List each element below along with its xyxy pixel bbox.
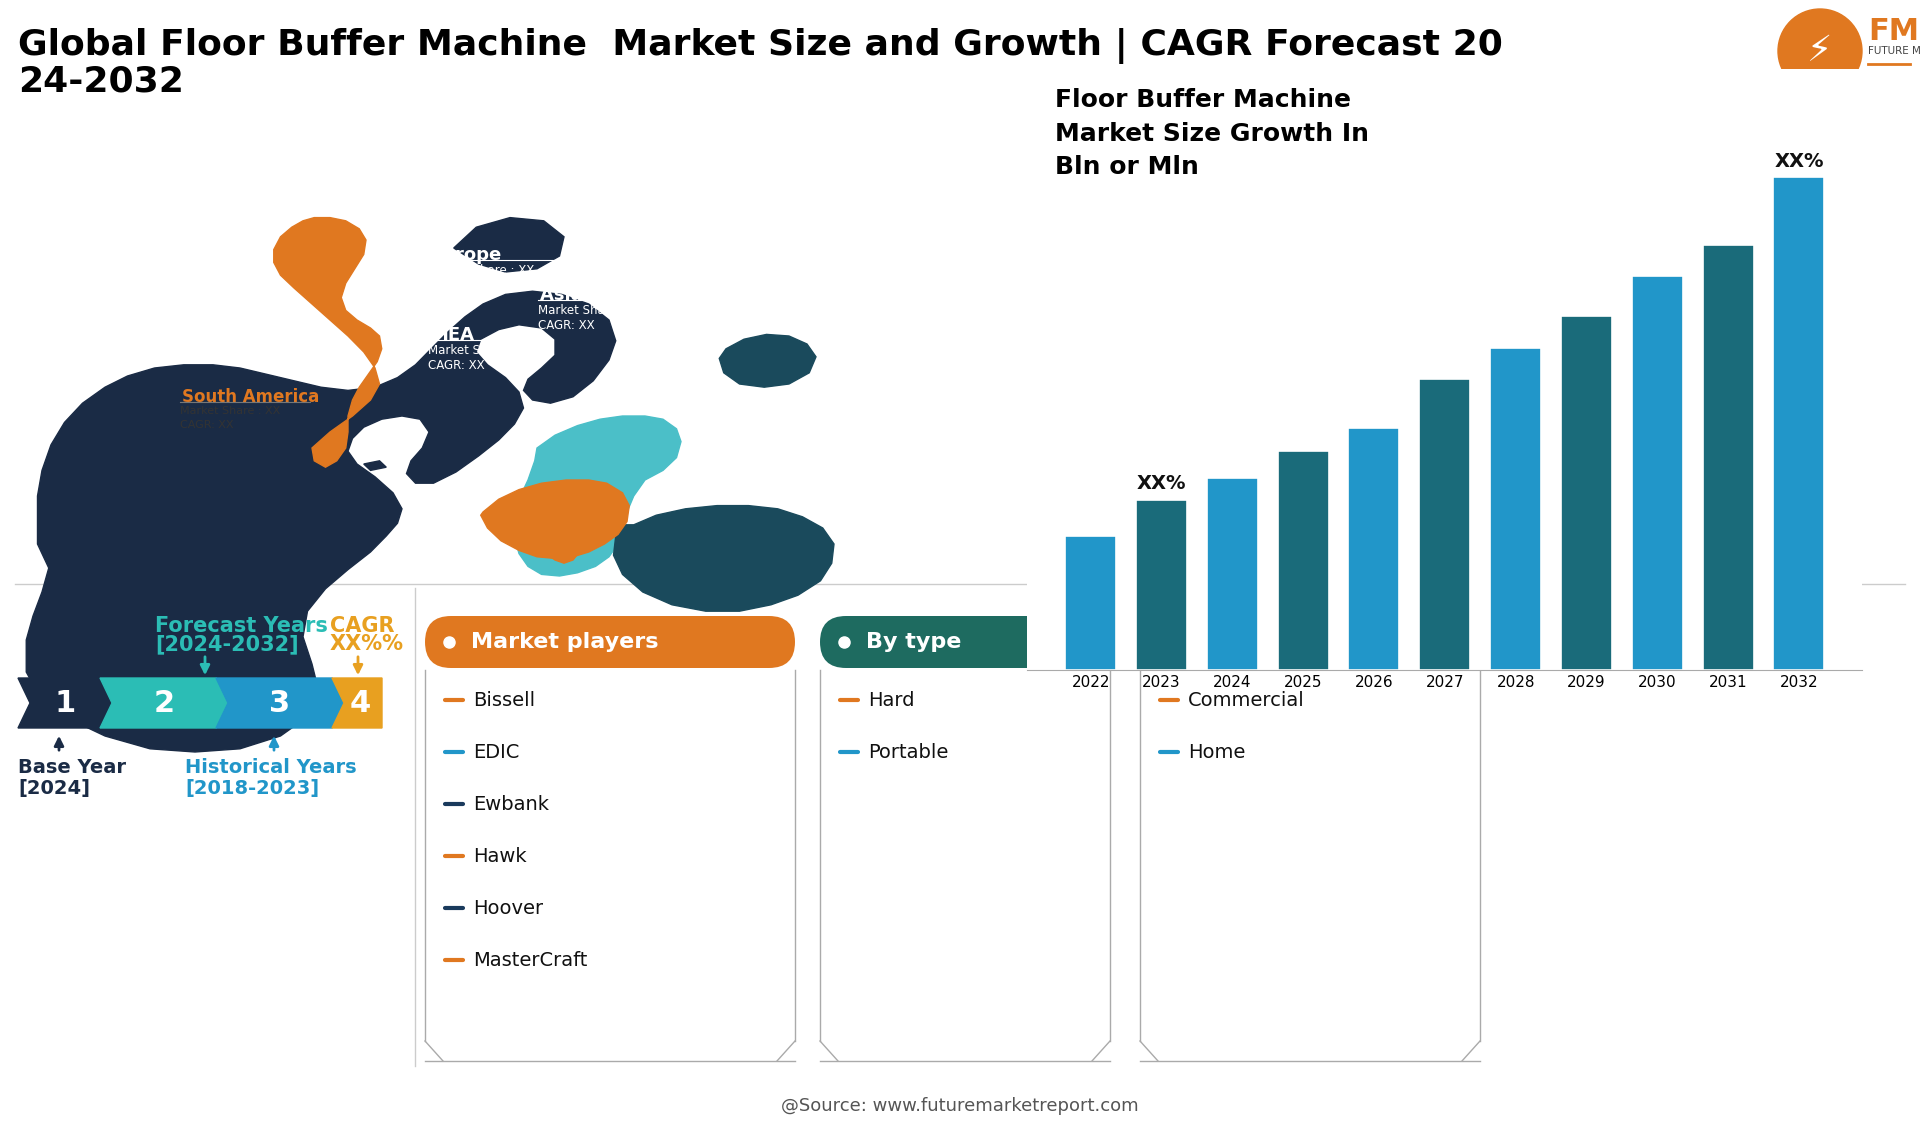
Polygon shape	[275, 218, 382, 468]
Text: Europe: Europe	[430, 246, 501, 264]
Text: Global Floor Buffer Machine  Market Size and Growth | CAGR Forecast 20: Global Floor Buffer Machine Market Size …	[17, 28, 1503, 64]
Polygon shape	[453, 218, 564, 272]
Text: CAGR: XX: CAGR: XX	[538, 319, 595, 332]
Polygon shape	[215, 678, 344, 728]
Bar	[1561, 316, 1613, 670]
Text: Market Share : XX: Market Share : XX	[538, 304, 645, 317]
Text: By type: By type	[866, 631, 962, 652]
Text: Floor Buffer Machine
Market Size Growth In
Bln or Mln: Floor Buffer Machine Market Size Growth …	[1056, 88, 1369, 180]
Text: Forecast Years: Forecast Years	[156, 617, 328, 636]
Text: [2024-2032]: [2024-2032]	[156, 634, 300, 654]
Text: [2024]: [2024]	[17, 779, 90, 798]
Text: Hard: Hard	[868, 691, 914, 709]
FancyBboxPatch shape	[820, 617, 1110, 668]
Text: 24-2032: 24-2032	[17, 64, 184, 99]
Text: Hoover: Hoover	[472, 898, 543, 918]
Bar	[1703, 244, 1753, 670]
Text: Base Year: Base Year	[17, 758, 127, 777]
Text: 1: 1	[54, 689, 75, 717]
Text: Commercial: Commercial	[1188, 691, 1306, 709]
Polygon shape	[100, 678, 228, 728]
Bar	[1632, 276, 1682, 670]
Text: XX%: XX%	[1774, 151, 1824, 171]
Text: Historical Years: Historical Years	[184, 758, 357, 777]
Text: CAGR: XX: CAGR: XX	[180, 419, 234, 430]
Text: Market players: Market players	[470, 631, 659, 652]
Text: Bissell: Bissell	[472, 691, 536, 709]
Text: 2: 2	[154, 689, 175, 717]
Polygon shape	[332, 678, 382, 728]
Polygon shape	[515, 416, 682, 576]
Text: [2018-2023]: [2018-2023]	[184, 779, 319, 798]
FancyBboxPatch shape	[424, 617, 795, 668]
Text: Asia Pacific: Asia Pacific	[540, 286, 655, 304]
Text: FMR: FMR	[1868, 16, 1920, 46]
Text: MEA: MEA	[430, 325, 474, 344]
Text: Market Share : XX: Market Share : XX	[98, 288, 204, 301]
Bar	[1277, 450, 1329, 670]
Bar	[1208, 478, 1258, 670]
Text: CAGR: XX: CAGR: XX	[428, 359, 484, 372]
Polygon shape	[480, 480, 630, 558]
Bar	[1419, 379, 1471, 670]
Bar	[1066, 536, 1116, 670]
FancyBboxPatch shape	[1140, 617, 1480, 668]
Text: ⚡: ⚡	[1807, 34, 1834, 68]
Text: Ewbank: Ewbank	[472, 794, 549, 814]
Text: 3: 3	[269, 689, 290, 717]
Text: Home: Home	[1188, 743, 1246, 761]
Text: @Source: www.futuremarketreport.com: @Source: www.futuremarketreport.com	[781, 1097, 1139, 1115]
Text: South America: South America	[182, 388, 319, 406]
Circle shape	[1778, 9, 1862, 93]
Text: Hawk: Hawk	[472, 847, 526, 865]
Polygon shape	[27, 291, 616, 752]
Text: CAGR: CAGR	[330, 617, 394, 636]
Text: XX%%: XX%%	[330, 634, 403, 654]
Text: FUTURE MARKET REPORT: FUTURE MARKET REPORT	[1868, 46, 1920, 56]
Text: Market Share : XX: Market Share : XX	[428, 264, 534, 277]
Polygon shape	[17, 678, 111, 728]
Text: CAGR: XX: CAGR: XX	[428, 278, 484, 292]
Bar	[1774, 178, 1824, 670]
Text: North
America: North America	[100, 256, 182, 293]
Text: 4: 4	[349, 689, 371, 717]
Text: EDIC: EDIC	[472, 743, 520, 761]
Text: Portable: Portable	[868, 743, 948, 761]
Polygon shape	[363, 461, 386, 470]
Text: CAGR: XX: CAGR: XX	[98, 303, 156, 316]
Polygon shape	[520, 517, 582, 563]
Text: Market Share : XX: Market Share : XX	[180, 406, 280, 416]
Text: Market Share : XX: Market Share : XX	[428, 344, 534, 358]
Bar	[1348, 429, 1400, 670]
Bar	[1490, 347, 1542, 670]
Polygon shape	[614, 505, 833, 611]
Polygon shape	[720, 335, 816, 387]
Text: XX%: XX%	[1137, 474, 1187, 493]
Text: By application: By application	[1187, 631, 1365, 652]
Text: MasterCraft: MasterCraft	[472, 950, 588, 970]
Bar	[1137, 500, 1187, 670]
